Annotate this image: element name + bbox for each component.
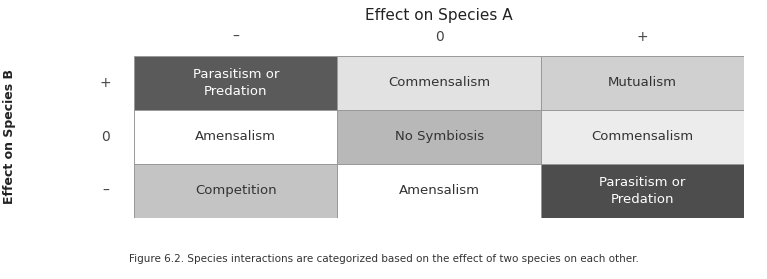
Text: Commensalism: Commensalism xyxy=(591,130,693,143)
Bar xyxy=(541,56,744,110)
Text: 0: 0 xyxy=(435,30,443,44)
Text: Effect on Species A: Effect on Species A xyxy=(365,8,513,23)
Text: +: + xyxy=(100,76,111,90)
Text: –: – xyxy=(102,184,109,198)
Text: Figure 6.2. Species interactions are categorized based on the effect of two spec: Figure 6.2. Species interactions are cat… xyxy=(129,254,638,264)
Text: Amensalism: Amensalism xyxy=(399,184,479,197)
Text: Effect on Species B: Effect on Species B xyxy=(4,69,16,204)
Text: Commensalism: Commensalism xyxy=(388,76,490,89)
Bar xyxy=(134,164,337,218)
Bar xyxy=(541,164,744,218)
Text: Parasitism or
Predation: Parasitism or Predation xyxy=(193,68,279,98)
Bar xyxy=(134,56,337,110)
Bar xyxy=(337,56,541,110)
Bar xyxy=(541,110,744,164)
Text: +: + xyxy=(637,30,648,44)
Text: Mutualism: Mutualism xyxy=(608,76,676,89)
Text: No Symbiosis: No Symbiosis xyxy=(394,130,484,143)
Bar xyxy=(337,164,541,218)
Bar xyxy=(337,110,541,164)
Text: Amensalism: Amensalism xyxy=(196,130,276,143)
Bar xyxy=(134,110,337,164)
Text: 0: 0 xyxy=(101,130,110,144)
Text: Competition: Competition xyxy=(195,184,277,197)
Text: –: – xyxy=(232,30,239,44)
Text: Parasitism or
Predation: Parasitism or Predation xyxy=(599,176,686,206)
